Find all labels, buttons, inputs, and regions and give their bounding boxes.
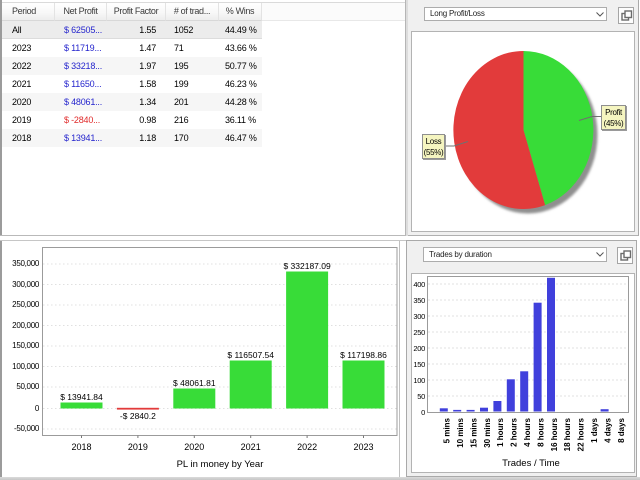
svg-text:8 days: 8 days (617, 417, 626, 442)
svg-text:8 hours: 8 hours (536, 417, 545, 446)
svg-text:4 hours: 4 hours (523, 417, 532, 446)
svg-text:1 days: 1 days (590, 417, 599, 442)
svg-text:16 hours: 16 hours (550, 417, 559, 451)
svg-text:5 mins: 5 mins (443, 417, 452, 443)
svg-text:15 mins: 15 mins (469, 417, 478, 447)
svg-text:10 mins: 10 mins (456, 417, 465, 447)
svg-text:22 hours: 22 hours (577, 417, 586, 451)
svg-text:1 hours: 1 hours (496, 417, 505, 446)
svg-text:2 hours: 2 hours (510, 417, 519, 446)
svg-text:4 days: 4 days (603, 417, 612, 442)
svg-text:18 hours: 18 hours (563, 417, 572, 451)
svg-text:30 mins: 30 mins (483, 417, 492, 447)
